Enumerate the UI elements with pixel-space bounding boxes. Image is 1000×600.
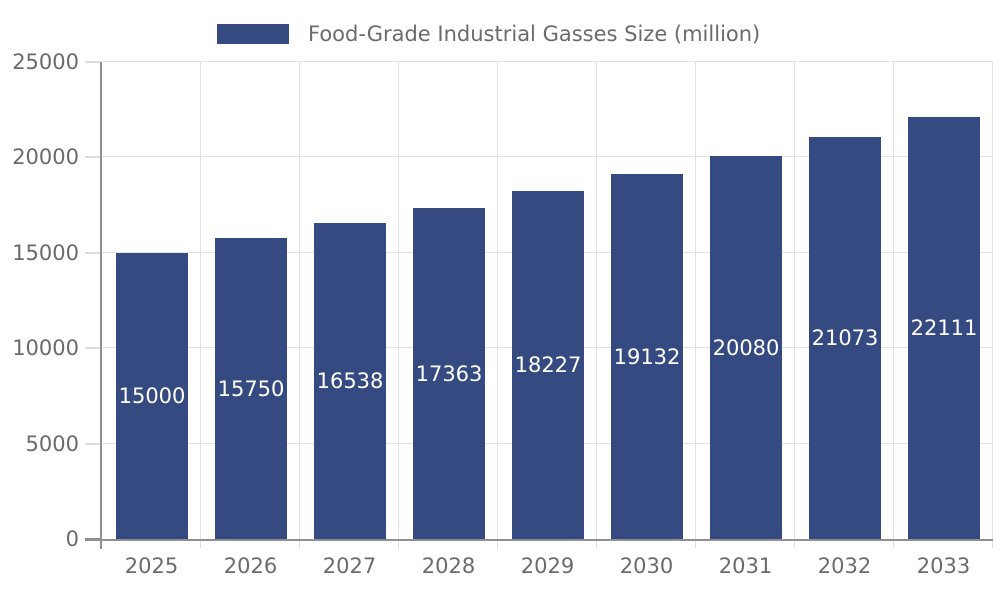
grid-line-vertical — [200, 62, 201, 539]
bar[interactable]: 19132 — [611, 174, 683, 539]
grid-line-vertical — [497, 62, 498, 539]
x-axis-tick-label: 2030 — [619, 554, 674, 578]
bar[interactable]: 20080 — [710, 156, 782, 539]
x-axis-line — [85, 539, 993, 541]
grid-line-vertical — [695, 62, 696, 539]
grid-line-vertical — [794, 62, 795, 539]
x-axis-tick — [596, 540, 597, 548]
x-axis-tick-label: 2032 — [817, 554, 872, 578]
legend-swatch — [217, 24, 289, 44]
x-axis-tick — [794, 540, 795, 548]
x-axis-tick-label: 2029 — [520, 554, 575, 578]
x-axis-tick — [200, 540, 201, 548]
bar[interactable]: 18227 — [512, 191, 584, 539]
x-axis-tick-label: 2025 — [124, 554, 179, 578]
y-axis-tick-label: 5000 — [25, 432, 79, 456]
y-axis-tick — [85, 61, 101, 63]
bar-value-label: 17363 — [415, 361, 483, 386]
bar-value-label: 20080 — [712, 335, 780, 360]
grid-line-horizontal — [101, 61, 993, 62]
x-axis-tick-label: 2027 — [322, 554, 377, 578]
bar[interactable]: 22111 — [908, 117, 980, 539]
bar[interactable]: 21073 — [809, 137, 881, 539]
bar[interactable]: 15000 — [116, 253, 188, 539]
bar-value-label: 15000 — [118, 384, 186, 408]
x-axis-tick-label: 2028 — [421, 554, 476, 578]
y-axis-tick — [85, 443, 101, 445]
bar[interactable]: 15750 — [215, 238, 287, 539]
x-axis-tick-label: 2031 — [718, 554, 773, 578]
grid-line-vertical — [893, 62, 894, 539]
bar-value-label: 21073 — [811, 326, 879, 350]
bar-value-label: 19132 — [613, 344, 681, 369]
bar-value-label: 18227 — [514, 353, 582, 377]
x-axis-tick — [299, 540, 300, 548]
legend-item[interactable]: Food-Grade Industrial Gasses Size (milli… — [217, 22, 760, 46]
grid-line-vertical — [398, 62, 399, 539]
y-axis-tick — [85, 156, 101, 158]
x-axis-tick-label: 2026 — [223, 554, 278, 578]
x-axis-tick — [398, 540, 399, 548]
bar[interactable]: 16538 — [314, 223, 386, 539]
y-axis-tick-label: 15000 — [12, 241, 79, 265]
grid-line-vertical — [596, 62, 597, 539]
grid-line-vertical — [992, 62, 993, 539]
bar-value-label: 16538 — [316, 369, 384, 393]
y-axis-line — [100, 62, 102, 549]
legend-label: Food-Grade Industrial Gasses Size (milli… — [308, 22, 761, 46]
y-axis-tick-label: 0 — [65, 527, 79, 551]
y-axis-tick-label: 10000 — [12, 336, 79, 360]
x-axis-tick — [893, 540, 894, 548]
bar-value-label: 15750 — [217, 376, 285, 401]
y-axis-tick-label: 25000 — [12, 50, 79, 74]
bar[interactable]: 17363 — [413, 208, 485, 539]
x-axis-tick — [497, 540, 498, 548]
grid-line-horizontal — [101, 156, 993, 157]
x-axis-tick — [695, 540, 696, 548]
grid-line-vertical — [299, 62, 300, 539]
x-axis-tick — [992, 540, 993, 548]
bar-value-label: 22111 — [910, 316, 978, 340]
y-axis-tick-label: 20000 — [12, 145, 79, 169]
y-axis-tick — [85, 252, 101, 254]
x-axis-tick-label: 2033 — [916, 554, 971, 578]
y-axis-tick — [85, 347, 101, 349]
